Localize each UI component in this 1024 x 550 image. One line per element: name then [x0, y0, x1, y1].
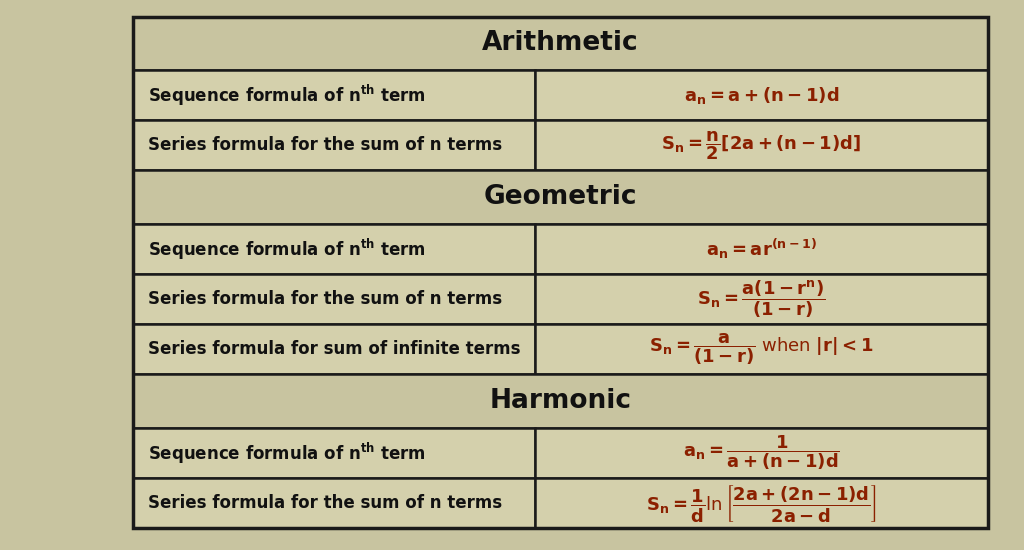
Bar	[133, 224, 535, 274]
Text: Harmonic: Harmonic	[489, 388, 632, 414]
Text: $\mathbf{S_n = \dfrac{1}{d}\ln\left[\dfrac{2a + (2n - 1)d}{2a - d}\right]}$: $\mathbf{S_n = \dfrac{1}{d}\ln\left[\dfr…	[646, 482, 878, 524]
Bar	[133, 16, 988, 528]
Bar	[133, 274, 535, 324]
Bar	[133, 428, 535, 478]
Bar	[535, 274, 988, 324]
Text: Series formula for the sum of n terms: Series formula for the sum of n terms	[148, 290, 503, 308]
Text: Arithmetic: Arithmetic	[482, 30, 639, 57]
Text: $\mathbf{a_n = a + (n - 1)d}$: $\mathbf{a_n = a + (n - 1)d}$	[684, 85, 840, 106]
Text: Series formula for the sum of n terms: Series formula for the sum of n terms	[148, 494, 503, 512]
Bar	[133, 324, 535, 374]
Bar	[535, 224, 988, 274]
Bar	[133, 170, 988, 224]
Text: $\mathbf{a_n = \dfrac{1}{a + (n - 1)d}}$: $\mathbf{a_n = \dfrac{1}{a + (n - 1)d}}$	[683, 434, 840, 472]
Bar	[133, 16, 988, 70]
Text: Sequence formula of n$^{\mathbf{th}}$ term: Sequence formula of n$^{\mathbf{th}}$ te…	[148, 236, 426, 262]
Text: Sequence formula of n$^{\mathbf{th}}$ term: Sequence formula of n$^{\mathbf{th}}$ te…	[148, 441, 426, 466]
Text: Geometric: Geometric	[484, 184, 637, 210]
Bar	[535, 70, 988, 120]
Text: $\mathbf{S_n = \dfrac{n}{2}[2a + (n -1)d]}$: $\mathbf{S_n = \dfrac{n}{2}[2a + (n -1)d…	[662, 129, 861, 162]
Text: $\mathbf{S_n = \dfrac{a(1 - r^n)}{(1 - r)}}$: $\mathbf{S_n = \dfrac{a(1 - r^n)}{(1 - r…	[697, 278, 825, 320]
Text: Sequence formula of n$^{\mathbf{th}}$ term: Sequence formula of n$^{\mathbf{th}}$ te…	[148, 83, 426, 108]
Bar	[535, 120, 988, 170]
Bar	[535, 324, 988, 374]
Bar	[535, 428, 988, 478]
Bar	[133, 70, 535, 120]
Text: $\mathbf{a_n = ar^{(n-1)}}$: $\mathbf{a_n = ar^{(n-1)}}$	[707, 237, 817, 261]
Text: Series formula for sum of infinite terms: Series formula for sum of infinite terms	[148, 340, 521, 358]
Text: $\mathbf{S_n = \dfrac{a}{(1 - r)}}$ when $\mathbf{|r| < 1}$: $\mathbf{S_n = \dfrac{a}{(1 - r)}}$ when…	[649, 331, 873, 367]
Bar	[133, 478, 535, 528]
Bar	[133, 120, 535, 170]
Bar	[133, 374, 988, 428]
Text: Series formula for the sum of n terms: Series formula for the sum of n terms	[148, 136, 503, 155]
Bar	[535, 478, 988, 528]
